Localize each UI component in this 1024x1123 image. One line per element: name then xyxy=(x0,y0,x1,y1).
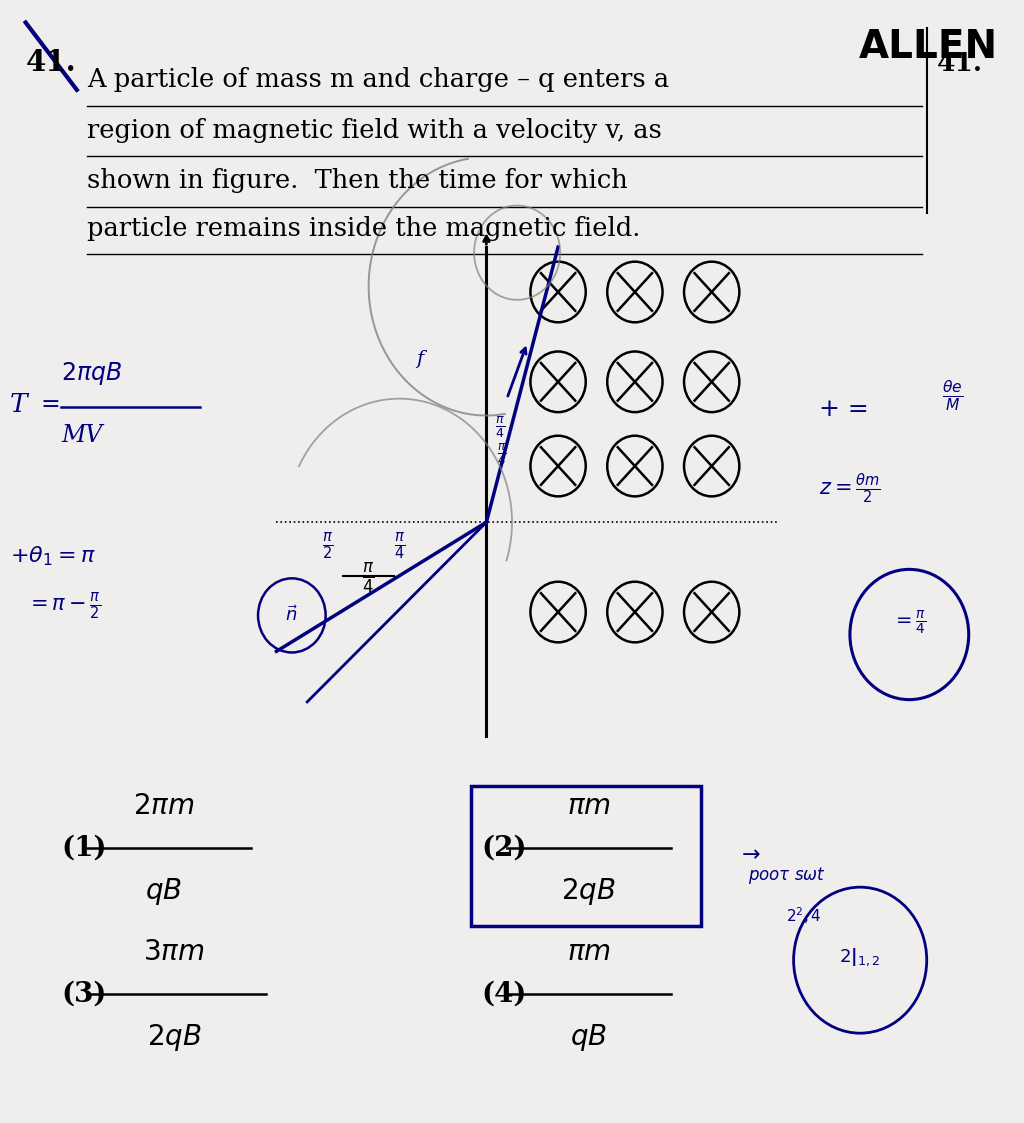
Text: shown in figure.  Then the time for which: shown in figure. Then the time for which xyxy=(87,168,628,193)
Text: region of magnetic field with a velocity v, as: region of magnetic field with a velocity… xyxy=(87,118,662,143)
Text: $\frac{\pi}{4}$: $\frac{\pi}{4}$ xyxy=(362,562,375,595)
Text: $\frac{\pi}{4}$: $\frac{\pi}{4}$ xyxy=(393,531,406,563)
Text: 41.: 41. xyxy=(26,48,77,77)
Text: $2qB$: $2qB$ xyxy=(561,876,616,907)
Text: $\frac{\theta e}{M}$: $\frac{\theta e}{M}$ xyxy=(942,377,963,413)
Text: 41.: 41. xyxy=(937,51,983,75)
Text: $\rightarrow$: $\rightarrow$ xyxy=(737,842,761,865)
Text: $\frac{\pi}{4}$: $\frac{\pi}{4}$ xyxy=(497,442,507,467)
Text: $2\pi m$: $2\pi m$ xyxy=(133,793,195,820)
Text: $poo\tau$ $s\omega t$: $poo\tau$ $s\omega t$ xyxy=(748,866,825,886)
Text: (1): (1) xyxy=(61,834,106,861)
Text: (2): (2) xyxy=(481,834,526,861)
Text: $\pi m$: $\pi m$ xyxy=(567,793,610,820)
Text: $+\theta_1 = \pi$: $+\theta_1 = \pi$ xyxy=(10,544,96,568)
Text: $3\pi m$: $3\pi m$ xyxy=(143,939,205,966)
Text: MV: MV xyxy=(61,424,102,447)
Text: $= \pi - \frac{\pi}{2}$: $= \pi - \frac{\pi}{2}$ xyxy=(26,591,100,622)
Text: $\frac{\pi}{4}$: $\frac{\pi}{4}$ xyxy=(495,414,505,439)
Text: $2\mathbf{|}_{1,2}$: $2\mathbf{|}_{1,2}$ xyxy=(840,946,881,968)
Text: $= \frac{\pi}{4}$: $= \frac{\pi}{4}$ xyxy=(892,609,927,638)
Text: $z = \frac{\theta m}{2}$: $z = \frac{\theta m}{2}$ xyxy=(819,472,881,505)
Text: (3): (3) xyxy=(61,980,106,1007)
Text: $\vec{n}$: $\vec{n}$ xyxy=(286,605,298,626)
Text: (4): (4) xyxy=(481,980,526,1007)
Text: $2\pi qB$: $2\pi qB$ xyxy=(61,360,123,387)
Text: $2qB$: $2qB$ xyxy=(146,1022,202,1053)
Text: + =: + = xyxy=(819,399,869,421)
Text: $\frac{\pi}{2}$: $\frac{\pi}{2}$ xyxy=(322,531,334,563)
Text: ALLEN: ALLEN xyxy=(859,28,998,66)
Text: A particle of mass m and charge – q enters a: A particle of mass m and charge – q ente… xyxy=(87,67,669,92)
Text: $2^2, 4$: $2^2, 4$ xyxy=(786,905,821,925)
Text: $\pi m$: $\pi m$ xyxy=(567,939,610,966)
Text: =: = xyxy=(41,393,60,416)
Text: particle remains inside the magnetic field.: particle remains inside the magnetic fie… xyxy=(87,216,640,240)
Text: T: T xyxy=(10,392,28,417)
Text: $qB$: $qB$ xyxy=(570,1022,607,1053)
Text: f: f xyxy=(416,350,424,368)
Text: $qB$: $qB$ xyxy=(145,876,182,907)
